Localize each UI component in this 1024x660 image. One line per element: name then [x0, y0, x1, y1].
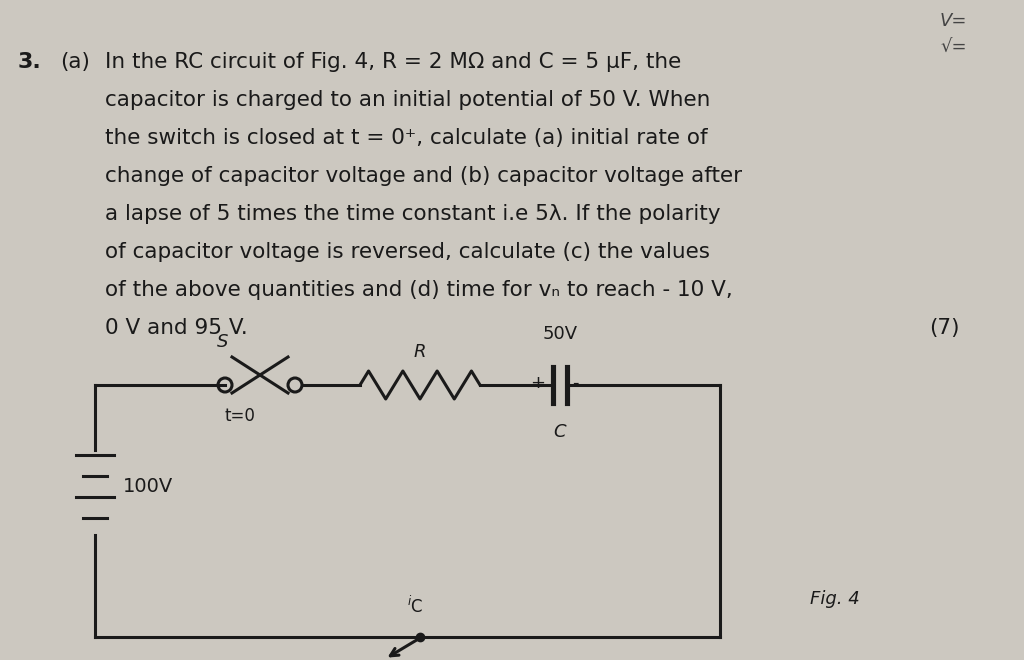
Text: C: C — [554, 423, 566, 441]
Text: (a): (a) — [60, 52, 90, 72]
Text: (7): (7) — [930, 318, 961, 338]
Text: S: S — [217, 333, 228, 351]
Text: R: R — [414, 343, 426, 361]
Text: t=0: t=0 — [224, 407, 255, 425]
Text: +: + — [530, 374, 545, 392]
Text: V=: V= — [940, 12, 968, 30]
Text: $^i$C: $^i$C — [407, 596, 423, 617]
Text: capacitor is charged to an initial potential of 50 V. When: capacitor is charged to an initial poten… — [105, 90, 711, 110]
Text: 100V: 100V — [123, 477, 173, 496]
Text: In the RC circuit of Fig. 4, R = 2 MΩ and C = 5 μF, the: In the RC circuit of Fig. 4, R = 2 MΩ an… — [105, 52, 681, 72]
Text: of the above quantities and (d) time for vₙ to reach - 10 V,: of the above quantities and (d) time for… — [105, 280, 733, 300]
Text: the switch is closed at t = 0⁺, calculate (a) initial rate of: the switch is closed at t = 0⁺, calculat… — [105, 128, 708, 148]
Text: 3.: 3. — [18, 52, 42, 72]
Text: change of capacitor voltage and (b) capacitor voltage after: change of capacitor voltage and (b) capa… — [105, 166, 742, 186]
Text: -: - — [572, 374, 579, 392]
Text: Fig. 4: Fig. 4 — [810, 590, 860, 608]
Text: of capacitor voltage is reversed, calculate (c) the values: of capacitor voltage is reversed, calcul… — [105, 242, 710, 262]
Text: √=: √= — [940, 38, 967, 56]
Text: a lapse of 5 times the time constant i.e 5λ. If the polarity: a lapse of 5 times the time constant i.e… — [105, 204, 721, 224]
Text: 0 V and 95 V.: 0 V and 95 V. — [105, 318, 248, 338]
Text: 50V: 50V — [543, 325, 578, 343]
